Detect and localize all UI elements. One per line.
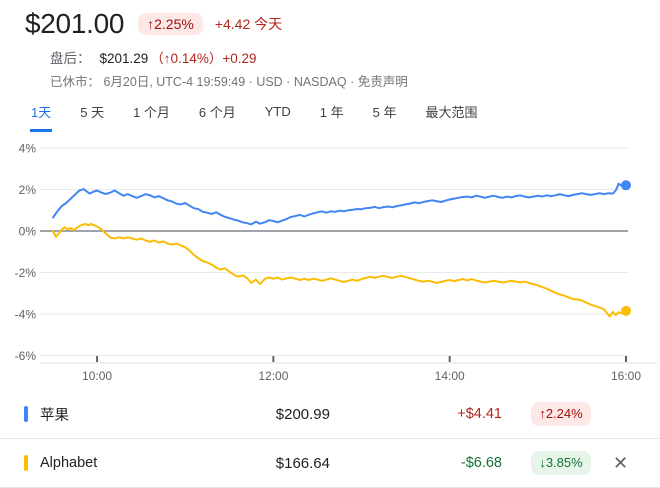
quote-percent-badge: ↑2.24% [531, 402, 591, 426]
quote-change: -$6.68 [460, 455, 502, 471]
quote-percent-badge: ↓3.85% [531, 451, 591, 475]
quote-price: $166.64 [275, 454, 330, 472]
close-slot: ✕ [599, 452, 642, 474]
quote-badge-slot: ↓3.85% [523, 451, 599, 475]
disclaimer-link[interactable]: 免责声明 [357, 75, 408, 89]
x-axis-label: 14:00 [435, 369, 465, 383]
quote-header: $201.00 ↑2.25% +4.42 今天 盘后： $201.29 （↑0.… [0, 0, 660, 90]
current-price: $201.00 [25, 8, 125, 39]
x-axis-label: 12:00 [258, 369, 288, 383]
tab-5d[interactable]: 5 天 [79, 100, 105, 132]
quote-row-apple[interactable]: 苹果 $200.99 +$4.41 ↑2.24% [0, 390, 660, 438]
y-axis-label: 2% [19, 183, 37, 197]
y-axis-label: -2% [15, 266, 37, 280]
quote-name: 苹果 [40, 407, 69, 424]
series-color-marker [24, 406, 28, 422]
tab-1m[interactable]: 1 个月 [132, 100, 171, 132]
quote-badge-slot: ↑2.24% [523, 402, 599, 426]
market-status-text: 已休市： 6月20日, UTC-4 19:59:49 · USD · NASDA… [50, 75, 355, 89]
comparison-list: 苹果 $200.99 +$4.41 ↑2.24% Alphabet $166.6… [0, 390, 660, 488]
range-tabs: 1天 5 天 1 个月 6 个月 YTD 1 年 5 年 最大范围 [0, 100, 660, 132]
y-axis-label: 4% [19, 142, 37, 156]
tab-1y[interactable]: 1 年 [319, 100, 345, 132]
y-axis-label: 0% [19, 225, 37, 239]
series-color-marker [24, 455, 28, 471]
price-row: $201.00 ↑2.25% +4.42 今天 [25, 8, 660, 40]
series-line [52, 222, 627, 318]
after-hours-change: （↑0.14%）+0.29 [150, 51, 257, 66]
price-chart[interactable]: 4% 2% 0% -2% -4% -6% 10:00 12:00 14:00 16:00 [0, 138, 660, 390]
quote-name: Alphabet [40, 455, 98, 471]
price-change-absolute: +4.42 今天 [214, 16, 283, 32]
y-axis-label: -4% [15, 308, 37, 322]
market-status-row: 已休市： 6月20日, UTC-4 19:59:49 · USD · NASDA… [25, 71, 660, 90]
series-line [52, 182, 627, 226]
quote-row-alphabet[interactable]: Alphabet $166.64 -$6.68 ↓3.85% ✕ [0, 438, 660, 487]
quote-price: $200.99 [275, 405, 330, 423]
after-hours-label: 盘后： [50, 51, 91, 66]
series-end-dot [621, 180, 631, 191]
y-axis-label: -6% [15, 349, 37, 363]
x-axis-label: 10:00 [82, 369, 112, 383]
series-end-dot [621, 305, 631, 316]
x-axis-label: 16:00 [611, 369, 641, 383]
tab-max[interactable]: 最大范围 [424, 100, 478, 132]
tab-1d[interactable]: 1天 [30, 100, 53, 132]
after-hours-row: 盘后： $201.29 （↑0.14%）+0.29 [25, 47, 660, 67]
remove-comparison-button[interactable]: ✕ [611, 452, 630, 474]
quote-change: +$4.41 [457, 406, 502, 422]
price-change-percent-badge: ↑2.25% [138, 13, 203, 35]
after-hours-price: $201.29 [99, 51, 149, 66]
tab-5y[interactable]: 5 年 [372, 100, 398, 132]
close-icon: ✕ [612, 453, 629, 473]
tab-6m[interactable]: 6 个月 [198, 100, 237, 132]
tab-ytd[interactable]: YTD [264, 100, 292, 132]
